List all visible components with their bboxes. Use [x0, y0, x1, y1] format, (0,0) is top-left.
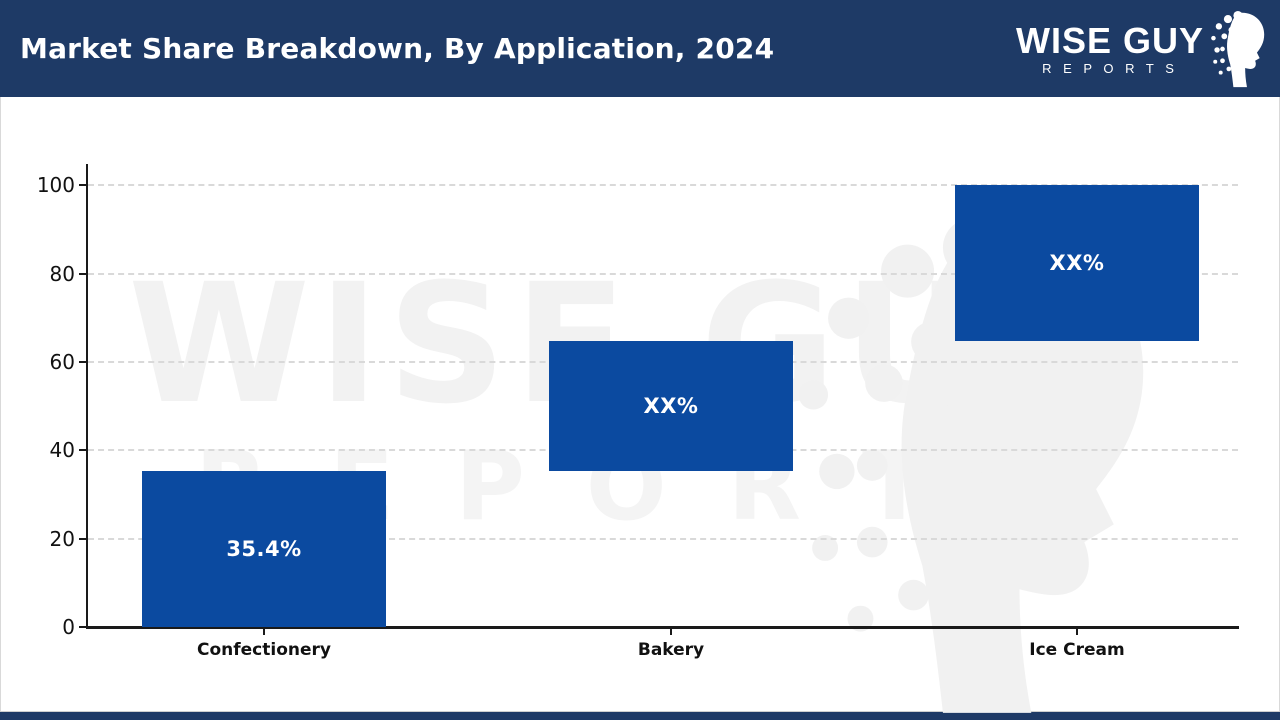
- x-axis-line: [86, 626, 1239, 629]
- y-tick-mark: [79, 449, 86, 452]
- bar-segment: XX%: [549, 340, 793, 471]
- left-border: [0, 97, 1, 711]
- y-tick-label: 0: [62, 615, 75, 639]
- head-profile-dots-icon: [1211, 10, 1265, 88]
- bar-value-label: XX%: [643, 393, 699, 418]
- wise-guy-reports-logo: WISE GUY R E P O R T S: [1016, 6, 1266, 92]
- logo-wordmark: WISE GUY: [1015, 19, 1204, 61]
- y-tick-label: 20: [49, 526, 75, 551]
- y-tick-mark: [79, 360, 86, 363]
- page-title: Market Share Breakdown, By Application, …: [20, 32, 775, 65]
- y-tick-mark: [79, 272, 86, 275]
- y-axis-line: [86, 164, 88, 629]
- x-tick-mark: [670, 629, 672, 635]
- x-category-label: Bakery: [637, 640, 705, 660]
- y-tick-label: 60: [49, 349, 75, 374]
- y-tick-mark: [79, 626, 86, 628]
- header-bar: Market Share Breakdown, By Application, …: [0, 0, 1280, 97]
- logo-text: WISE GUY R E P O R T S: [1015, 19, 1204, 77]
- y-tick-label: 40: [49, 438, 75, 463]
- y-tick-mark: [79, 184, 86, 187]
- y-tick-mark: [79, 537, 86, 540]
- bar-segment: 35.4%: [142, 470, 386, 627]
- bar-value-label: XX%: [1049, 251, 1105, 276]
- bar-value-label: 35.4%: [226, 536, 302, 561]
- logo-subtitle: R E P O R T S: [1042, 61, 1178, 77]
- x-tick-mark: [1076, 629, 1078, 635]
- gridline: [88, 537, 1238, 540]
- x-category-label: Ice Cream: [1029, 640, 1125, 660]
- gridline: [88, 184, 1238, 187]
- x-category-label: Confectionery: [197, 640, 331, 660]
- footer-bar: [0, 711, 1280, 720]
- y-tick-label: 100: [36, 173, 75, 198]
- x-tick-mark: [263, 629, 265, 635]
- y-tick-label: 80: [49, 261, 75, 286]
- bar-segment: XX%: [955, 185, 1199, 341]
- gridline: [88, 272, 1238, 275]
